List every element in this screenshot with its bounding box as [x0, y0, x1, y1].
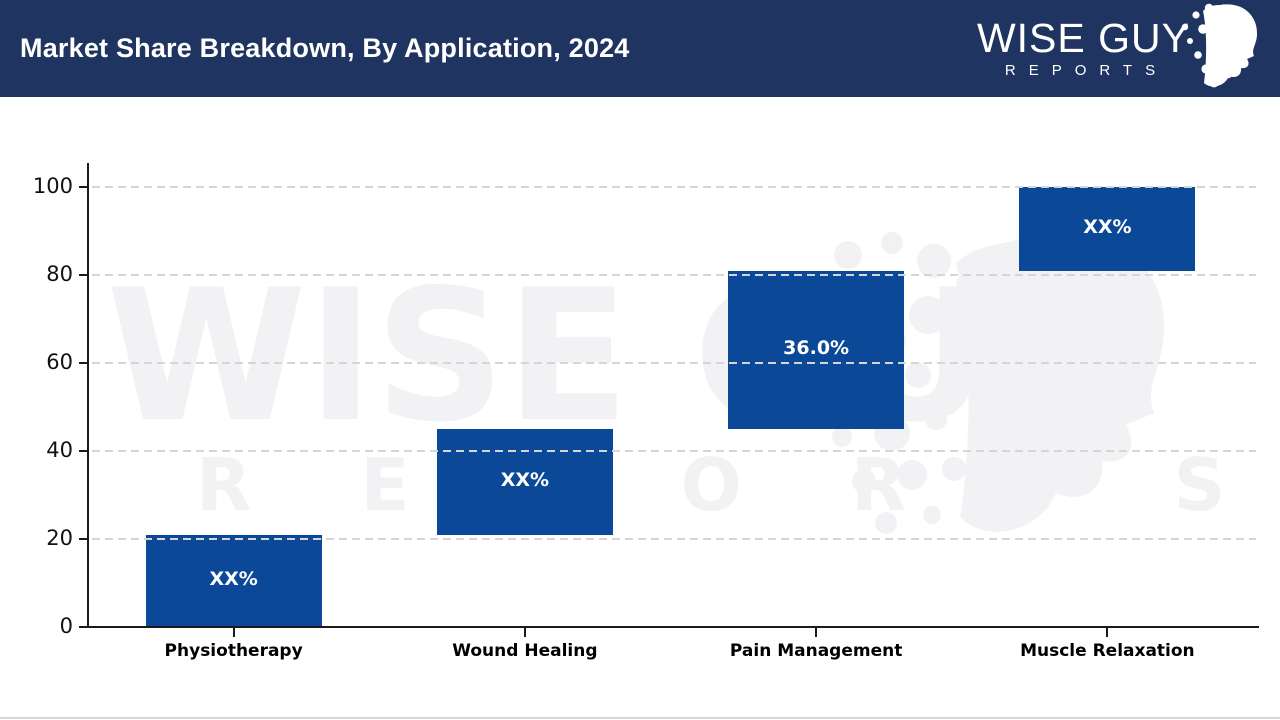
y-tick-80 [79, 274, 88, 276]
y-tick-40 [79, 450, 88, 452]
x-category-label-muscle-relaxation: Muscle Relaxation [1020, 641, 1195, 661]
chart-area: WISE GU R E P O R T S XX% XX% 36.0% XX% 0 20 4… [0, 97, 1280, 720]
y-axis-spine [87, 163, 89, 627]
x-category-label-physiotherapy: Physiotherapy [164, 641, 303, 661]
bar-physiotherapy [145, 534, 322, 627]
y-tick-label-100: 100 [32, 174, 73, 198]
y-tick-label-20: 20 [46, 526, 73, 550]
gridline-40 [92, 450, 1256, 452]
y-tick-label-40: 40 [46, 438, 73, 462]
y-tick-label-80: 80 [46, 262, 73, 286]
bar-value-label-pain-management: 36.0% [783, 336, 850, 359]
bar-pain-management [728, 270, 905, 429]
header-bar: Market Share Breakdown, By Application, … [0, 0, 1280, 97]
watermark-head-icon [808, 223, 1203, 587]
bar-wound-healing [436, 429, 613, 535]
page-title: Market Share Breakdown, By Application, … [20, 33, 630, 63]
y-tick-100 [79, 186, 88, 188]
logo-head-icon [1176, 1, 1262, 97]
x-tick-wound-healing [523, 628, 526, 637]
x-axis-spine [87, 626, 1259, 628]
bar-muscle-relaxation [1019, 187, 1196, 271]
x-tick-muscle-relaxation [1106, 628, 1109, 637]
wise-guy-logo: WISE GUY REPORTS [977, 1, 1262, 97]
y-tick-label-60: 60 [46, 350, 73, 374]
y-tick-0 [79, 626, 88, 628]
y-tick-60 [79, 362, 88, 364]
bottom-divider [0, 717, 1280, 719]
logo-subtext: REPORTS [1004, 62, 1169, 79]
gridline-20 [92, 538, 1256, 540]
bar-value-label-physiotherapy: XX% [209, 567, 258, 590]
x-category-label-wound-healing: Wound Healing [452, 641, 598, 661]
y-tick-20 [79, 538, 88, 540]
gridline-100 [92, 186, 1256, 188]
bar-value-label-wound-healing: XX% [500, 468, 550, 491]
gridline-80 [92, 274, 1256, 276]
logo-text: WISE GUY REPORTS [976, 15, 1190, 80]
x-tick-physiotherapy [232, 628, 235, 637]
bar-value-label-muscle-relaxation: XX% [1083, 215, 1132, 238]
x-tick-pain-management [815, 628, 818, 637]
y-tick-label-0: 0 [59, 614, 73, 638]
logo-wordmark: WISE GUY [976, 15, 1190, 61]
gridline-60 [92, 362, 1256, 364]
x-category-label-pain-management: Pain Management [729, 641, 903, 661]
